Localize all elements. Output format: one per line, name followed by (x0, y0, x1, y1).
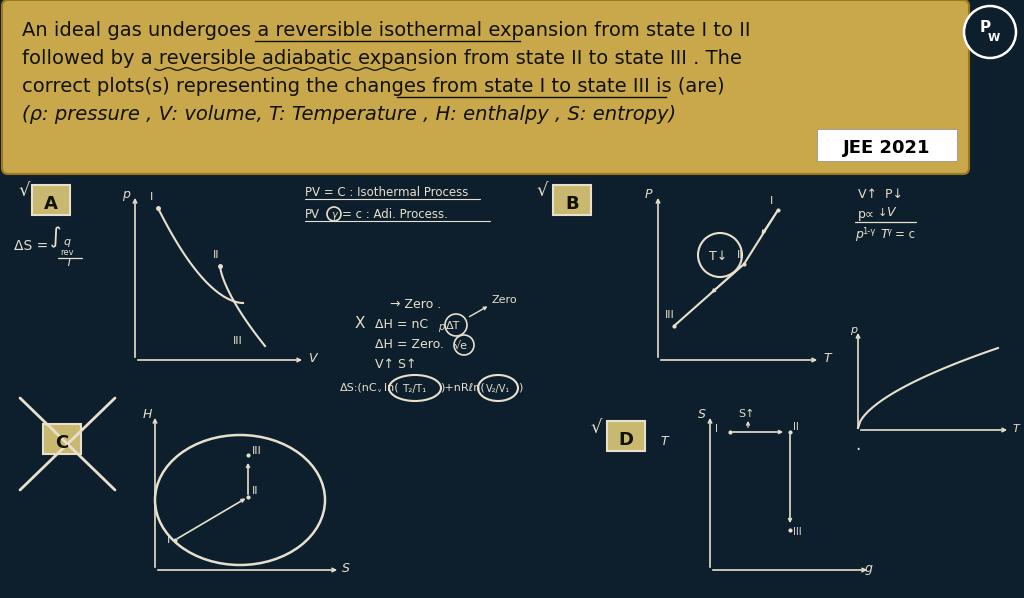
Text: )+nRℓn(: )+nRℓn( (440, 382, 484, 392)
Text: II: II (252, 486, 258, 496)
Text: followed by a reversible adiabatic expansion from state II to state III . The: followed by a reversible adiabatic expan… (22, 49, 741, 68)
Text: X: X (355, 316, 366, 331)
Text: ): ) (518, 382, 522, 392)
Text: Zero: Zero (492, 295, 517, 305)
Text: H: H (143, 408, 153, 421)
Text: S: S (698, 408, 706, 421)
Text: JEE 2021: JEE 2021 (843, 139, 931, 157)
Text: correct plots(s) representing the changes from state I to state III is (are): correct plots(s) representing the change… (22, 77, 725, 96)
Text: PV: PV (305, 208, 319, 221)
Text: p∝: p∝ (858, 208, 874, 221)
Text: ΔT: ΔT (445, 321, 460, 331)
Text: ΔH = nC: ΔH = nC (375, 318, 428, 331)
Circle shape (964, 6, 1016, 58)
Text: = c: = c (895, 228, 915, 241)
FancyBboxPatch shape (607, 421, 645, 451)
Text: T: T (1013, 424, 1020, 434)
Text: V: V (886, 206, 895, 219)
Text: A: A (44, 195, 58, 213)
Text: γ: γ (887, 227, 892, 236)
Text: III: III (665, 310, 675, 320)
Text: ΔH = Zero.: ΔH = Zero. (375, 338, 444, 351)
Text: √e: √e (454, 341, 468, 351)
FancyBboxPatch shape (43, 424, 81, 454)
Text: T: T (660, 435, 668, 448)
Text: √: √ (18, 182, 30, 200)
Text: ↓: ↓ (878, 208, 888, 218)
FancyBboxPatch shape (817, 129, 957, 161)
Text: P: P (645, 188, 652, 201)
Text: p: p (122, 188, 130, 201)
Text: C: C (55, 434, 69, 452)
Text: V↑ S↑: V↑ S↑ (375, 358, 417, 371)
Text: An ideal gas undergoes a reversible isothermal expansion from state I to II: An ideal gas undergoes a reversible isot… (22, 21, 751, 40)
Text: g: g (865, 562, 872, 575)
FancyBboxPatch shape (2, 0, 969, 174)
Text: III: III (793, 527, 802, 537)
Text: V: V (308, 352, 316, 365)
Text: p: p (850, 325, 857, 335)
Text: I: I (770, 196, 773, 206)
Text: I: I (150, 192, 154, 202)
Text: p: p (438, 322, 444, 332)
Text: p: p (855, 228, 863, 241)
Text: → Zero .: → Zero . (390, 298, 441, 311)
Text: II: II (213, 250, 219, 260)
Text: D: D (618, 431, 634, 449)
Text: ᵥ: ᵥ (378, 385, 382, 394)
Text: ln(: ln( (384, 382, 398, 392)
Text: II: II (793, 422, 799, 432)
Text: T: T (823, 352, 830, 365)
Text: ΔS:(nC: ΔS:(nC (340, 382, 378, 392)
Text: √: √ (536, 182, 548, 200)
FancyBboxPatch shape (32, 185, 70, 215)
Text: III: III (233, 336, 243, 346)
Text: II: II (737, 250, 743, 260)
FancyBboxPatch shape (553, 185, 591, 215)
Text: 1-γ: 1-γ (862, 227, 876, 236)
Text: √: √ (590, 419, 601, 437)
Text: = c : Adi. Process.: = c : Adi. Process. (342, 208, 447, 221)
Text: (ρ: pressure , V: volume, T: Temperature , H: enthalpy , S: entropy): (ρ: pressure , V: volume, T: Temperature… (22, 105, 676, 124)
Text: V↑  P↓: V↑ P↓ (858, 188, 903, 201)
Text: V₂/V₁: V₂/V₁ (485, 384, 510, 394)
Text: ΔS =: ΔS = (14, 239, 48, 253)
Text: I: I (715, 424, 718, 434)
Text: γ: γ (331, 210, 337, 220)
Text: S↑: S↑ (738, 409, 755, 419)
Text: P: P (979, 20, 990, 35)
Text: I: I (167, 535, 170, 545)
Text: PV = C : Isothermal Process: PV = C : Isothermal Process (305, 186, 468, 199)
Text: rev: rev (60, 248, 74, 257)
Text: S: S (342, 562, 350, 575)
Text: B: B (565, 195, 579, 213)
Text: III: III (252, 446, 262, 456)
Text: W: W (988, 33, 1000, 43)
Text: ∫: ∫ (50, 227, 61, 248)
Text: T: T (880, 228, 888, 241)
Text: .: . (855, 436, 860, 454)
Text: T↓: T↓ (709, 249, 727, 263)
Text: T₂/T₁: T₂/T₁ (401, 384, 426, 394)
Text: q: q (63, 237, 70, 247)
Text: T: T (66, 258, 73, 268)
